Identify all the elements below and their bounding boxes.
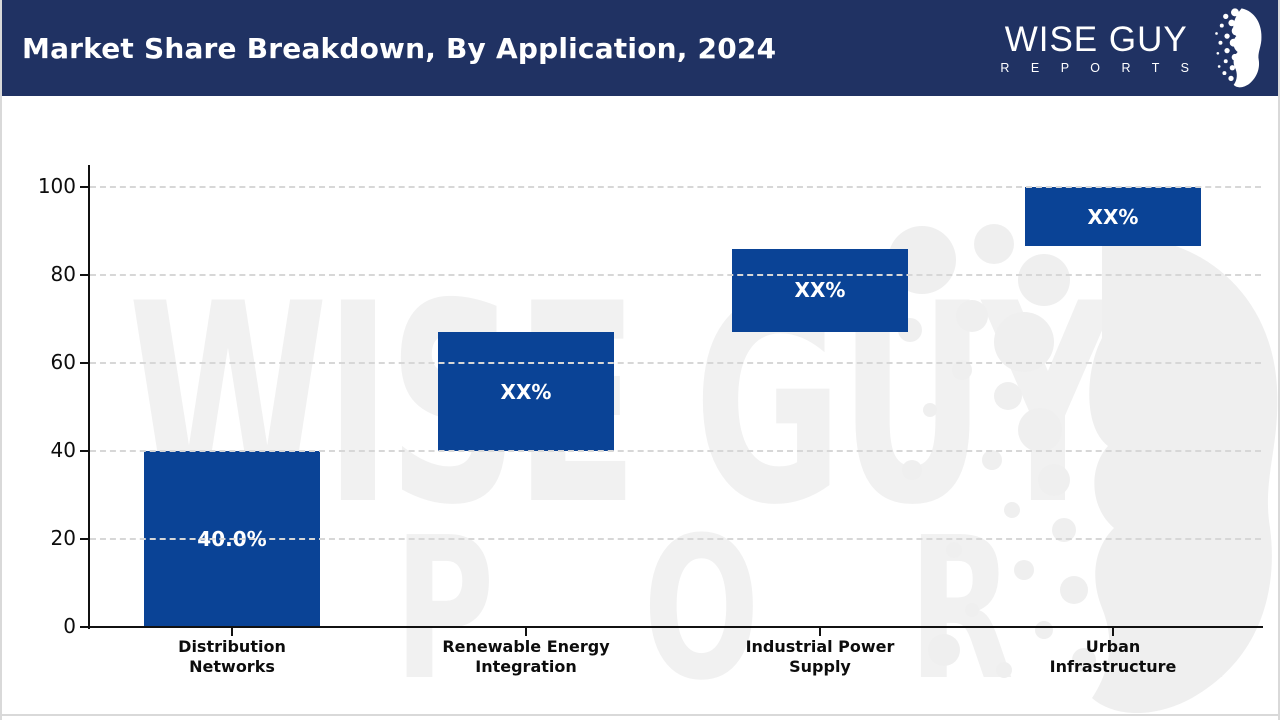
bar-value-label: XX% [1087,204,1139,229]
y-tick-label: 100 [37,174,76,198]
bar-segment: XX% [732,248,908,333]
x-category-line: Urban [1085,637,1141,656]
y-tick-mark [80,450,89,452]
watermark-head-icon [888,224,1278,714]
gridline [90,362,1261,364]
x-tick-mark [819,628,821,636]
y-tick-label: 60 [50,350,76,374]
logo-subtitle: R E P O R T S [1000,60,1198,75]
bar-segment: XX% [1025,187,1201,247]
y-axis-line [88,165,90,629]
x-category-label: Urban Infrastructure [983,637,1243,677]
logo-wordmark: WISE GUY [1004,19,1188,59]
x-tick-mark [1112,628,1114,636]
x-category-line: Networks [189,657,275,676]
gridline [90,186,1261,188]
y-tick-mark [80,538,89,540]
gridline [90,450,1261,452]
y-tick-label: 20 [50,526,76,550]
x-category-line: Integration [475,657,577,676]
x-category-line: Supply [789,657,851,676]
x-category-line: Renewable Energy [442,637,610,656]
bottom-border [2,714,1278,716]
y-tick-mark [80,186,89,188]
x-category-line: Infrastructure [1049,657,1177,676]
bar-value-label: XX% [500,379,552,404]
page-title: Market Share Breakdown, By Application, … [22,31,777,65]
x-tick-mark [231,628,233,636]
x-category-line: Distribution [178,637,286,656]
x-category-label: Distribution Networks [102,637,362,677]
x-category-line: Industrial Power [745,637,895,656]
bar-segment: XX% [438,332,614,451]
x-category-label: Renewable Energy Integration [396,637,656,677]
y-tick-label: 40 [50,438,76,462]
x-category-label: Industrial Power Supply [690,637,950,677]
x-axis-line [88,626,1263,628]
x-tick-mark [525,628,527,636]
y-tick-label: 0 [63,614,76,638]
y-tick-label: 80 [50,262,76,286]
logo-head-icon [1215,8,1262,88]
logo-text: WISE GUY R E P O R T S [994,22,1198,75]
wise-guy-reports-logo: WISE GUY R E P O R T S [994,7,1278,89]
gridline [90,538,1261,540]
header-bar: Market Share Breakdown, By Application, … [2,0,1278,96]
y-tick-mark [80,274,89,276]
y-tick-mark [80,626,89,628]
y-tick-mark [80,362,89,364]
gridline [90,274,1261,276]
bar-value-label: XX% [794,278,846,303]
